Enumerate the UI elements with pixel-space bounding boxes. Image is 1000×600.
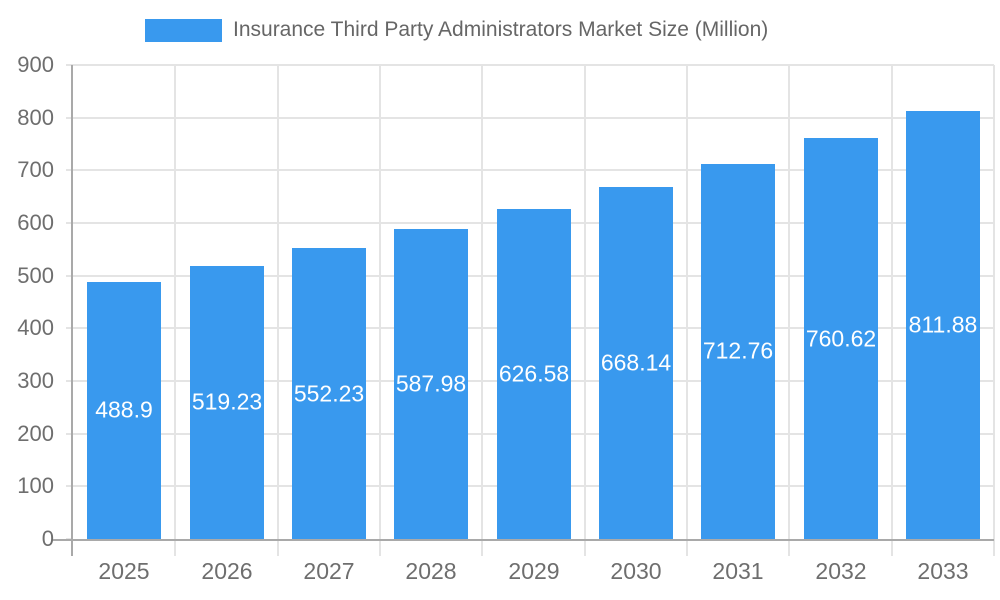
bar — [599, 187, 673, 539]
x-tick-label: 2027 — [303, 558, 355, 584]
x-tick-mark — [993, 539, 995, 556]
x-tick-mark — [379, 539, 381, 556]
y-tick-label: 500 — [17, 263, 54, 288]
legend-swatch-icon — [145, 18, 222, 42]
y-tick-mark — [66, 433, 73, 435]
bar-value-label: 626.58 — [498, 360, 570, 387]
y-tick-mark — [66, 117, 73, 119]
y-tick-mark — [66, 169, 73, 171]
y-tick-mark — [66, 275, 73, 277]
x-tick-label: 2029 — [508, 558, 560, 584]
y-gridline — [73, 64, 994, 66]
x-gridline — [584, 65, 586, 539]
x-gridline — [686, 65, 688, 539]
bar — [394, 229, 468, 539]
bar — [906, 111, 980, 539]
x-gridline — [481, 65, 483, 539]
bar-value-label: 587.98 — [395, 370, 467, 397]
x-tick-mark — [584, 539, 586, 556]
x-tick-mark — [686, 539, 688, 556]
y-tick-mark — [66, 380, 73, 382]
x-tick-mark — [174, 539, 176, 556]
y-tick-mark — [66, 327, 73, 329]
y-tick-mark — [66, 485, 73, 487]
x-tick-mark — [891, 539, 893, 556]
x-tick-label: 2025 — [98, 558, 150, 584]
x-gridline — [379, 65, 381, 539]
bar — [804, 138, 878, 539]
y-tick-label: 900 — [17, 52, 54, 77]
bar — [190, 266, 264, 539]
x-gridline — [174, 65, 176, 539]
x-gridline — [891, 65, 893, 539]
y-tick-label: 200 — [17, 421, 54, 446]
x-tick-mark — [277, 539, 279, 556]
bar-value-label: 760.62 — [805, 325, 877, 352]
bar-value-label: 552.23 — [293, 380, 365, 407]
bar — [292, 248, 366, 539]
x-tick-label: 2028 — [405, 558, 457, 584]
y-tick-label: 300 — [17, 368, 54, 393]
bar — [497, 209, 571, 539]
bar-value-label: 712.76 — [702, 337, 774, 364]
y-tick-mark — [66, 64, 73, 66]
legend-label: Insurance Third Party Administrators Mar… — [233, 18, 769, 41]
x-tick-mark — [481, 539, 483, 556]
legend-item[interactable]: Insurance Third Party Administrators Mar… — [145, 17, 768, 43]
x-axis-line — [53, 539, 994, 541]
y-tick-label: 700 — [17, 157, 54, 182]
x-gridline — [277, 65, 279, 539]
bar-value-label: 811.88 — [908, 311, 978, 338]
x-tick-label: 2030 — [610, 558, 662, 584]
y-tick-label: 800 — [17, 105, 54, 130]
y-tick-label: 600 — [17, 210, 54, 235]
bar — [701, 164, 775, 539]
x-gridline — [993, 65, 995, 539]
y-tick-label: 400 — [17, 315, 54, 340]
x-tick-label: 2031 — [712, 558, 764, 584]
x-tick-mark — [788, 539, 790, 556]
bar-value-label: 668.14 — [600, 349, 672, 376]
y-tick-mark — [66, 222, 73, 224]
y-gridline — [73, 169, 994, 171]
y-axis-line — [71, 65, 73, 556]
bar — [87, 282, 161, 539]
x-tick-label: 2033 — [917, 558, 969, 584]
y-tick-label: 100 — [17, 473, 54, 498]
x-tick-label: 2032 — [815, 558, 867, 584]
x-tick-label: 2026 — [201, 558, 253, 584]
y-gridline — [73, 117, 994, 119]
bar-value-label: 519.23 — [191, 388, 263, 415]
x-gridline — [788, 65, 790, 539]
y-tick-label: 0 — [41, 526, 54, 551]
bar-value-label: 488.9 — [95, 396, 153, 423]
